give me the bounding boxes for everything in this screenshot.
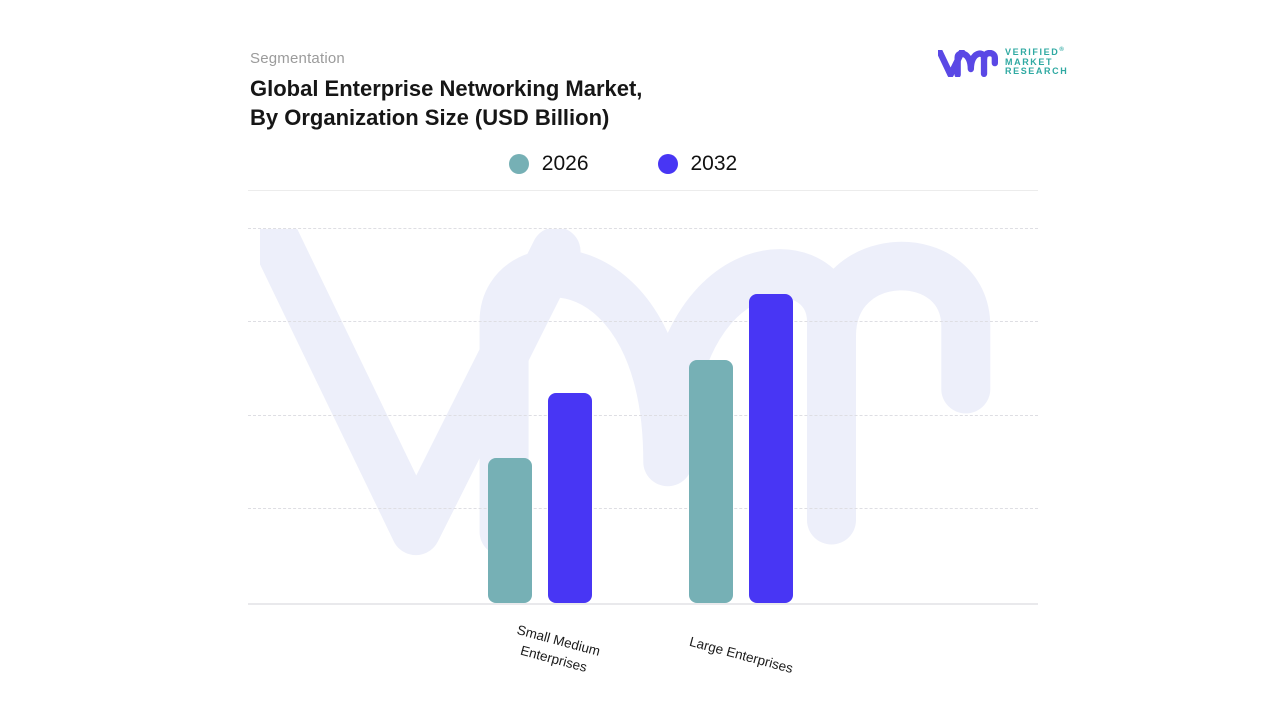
chart-legend: 2026 2032 (228, 150, 1018, 178)
bar-2026-large-enterprises[interactable] (689, 360, 733, 603)
bar-2032-small-medium-enterprises[interactable] (548, 393, 592, 603)
x-axis-line (248, 603, 1038, 605)
registered-mark: ® (1059, 47, 1064, 53)
legend-item-2026[interactable]: 2026 (508, 152, 589, 176)
bar-2026-small-medium-enterprises[interactable] (488, 458, 532, 603)
category-label-large-enterprises: Large Enterprises (687, 633, 795, 677)
plot-area: Small Medium Enterprises Large Enterprise… (248, 224, 1038, 676)
legend-dot-2032 (657, 154, 678, 174)
logo-line-market: MARKET (1005, 56, 1054, 67)
chart-title-line1: Global Enterprise Networking Market, (250, 76, 643, 101)
bar-2032-large-enterprises[interactable] (749, 294, 793, 603)
logo-line-research: RESEARCH (1005, 66, 1069, 76)
gridline-1 (248, 508, 1038, 509)
gridline-4 (248, 228, 1038, 229)
legend-separator-line (248, 190, 1038, 191)
chart-title-line2: By Organization Size (USD Billion) (250, 105, 610, 130)
category-label-small-medium-enterprises: Small Medium Enterprises (515, 622, 602, 675)
vmr-logo: VERIFIED® MARKET RESEARCH (938, 44, 1068, 77)
logo-line-verified: VERIFIED® (1005, 47, 1064, 57)
gridline-3 (248, 321, 1038, 322)
legend-item-2032[interactable]: 2032 (657, 152, 738, 176)
eyebrow-segmentation: Segmentation (250, 50, 345, 67)
vmr-monogram-icon (938, 50, 998, 77)
legend-dot-2026 (508, 154, 529, 174)
logo-wordmark: VERIFIED® MARKET RESEARCH (1005, 44, 1068, 77)
legend-label-2032: 2032 (690, 152, 738, 175)
legend-label-2026: 2026 (541, 152, 589, 175)
chart-title: Global Enterprise Networking Market, By … (250, 74, 690, 132)
gridline-2 (248, 415, 1038, 416)
vmr-watermark (260, 229, 1005, 559)
